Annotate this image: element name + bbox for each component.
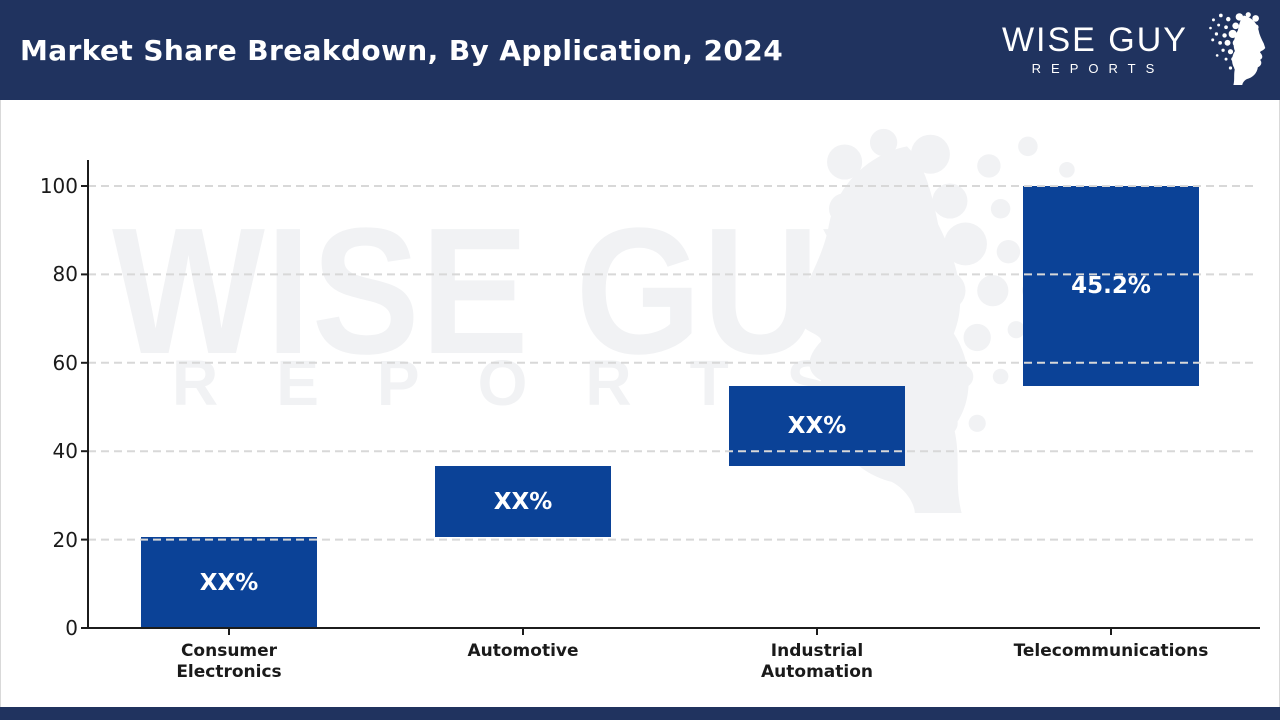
page-title: Market Share Breakdown, By Application, … [20,33,784,67]
logo-text: WISE GUY REPORTS [1002,20,1188,76]
y-axis-tick-label: 80 [52,262,78,287]
footer-bar [0,707,1280,720]
x-axis-label: Automotive [467,641,579,661]
bar-value-label: XX% [199,569,259,596]
y-axis-tick-label: 0 [65,616,78,640]
bar-consumer-electronics: XX% [141,537,317,628]
report-header: Market Share Breakdown, By Application, … [0,0,1280,100]
x-axis-label: Telecommunications [1013,641,1209,661]
watermark-wordmark: WISE GUY [112,191,930,392]
logo-subtitle: REPORTS [1031,61,1165,76]
logo-wordmark: WISE GUY [1001,21,1188,59]
x-axis-label: Industrial Automation [761,641,873,682]
bar-telecommunications: 45.2% [1023,186,1199,386]
watermark-subtitle: REPORTS [172,347,888,419]
bar-industrial-automation: XX% [729,385,905,467]
y-axis-tick-label: 20 [52,527,78,552]
bar-value-label: XX% [787,413,847,439]
y-axis-tick-label: 100 [39,174,78,198]
y-axis-tick-label: 40 [52,439,78,464]
wiseguy-logo: WISE GUY REPORTS [1002,8,1266,88]
bar-value-label: XX% [493,488,553,515]
bar-automotive: XX% [435,466,611,538]
bar-value-label: 45.2% [1071,272,1151,299]
y-axis-tick-label: 60 [52,350,78,375]
logo-head-icon [1209,12,1266,85]
x-axis-label: Consumer Electronics [176,641,282,682]
